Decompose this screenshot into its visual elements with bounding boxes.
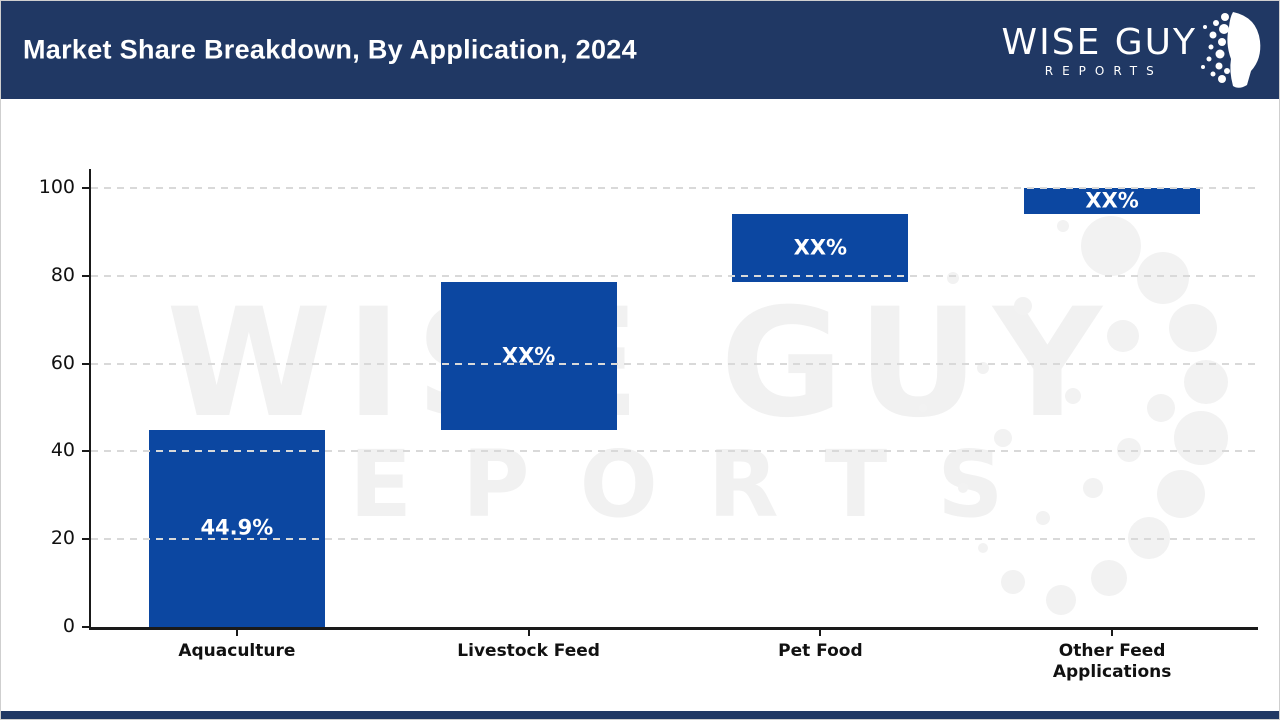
y-tick-mark [82,362,91,365]
bar-other-feed-applications: XX% [1024,188,1201,214]
logo-wordmark-text: WISE GUY [1001,22,1197,63]
x-tick-mark [1111,627,1114,636]
y-tick-mark [82,187,91,189]
bar-value-label: XX% [793,235,848,260]
x-tick-mark [235,627,238,636]
y-tick-label: 40 [50,439,75,462]
y-tick-label: 20 [50,527,75,550]
y-tick-mark [82,450,91,453]
bar-aquaculture: 44.9% [148,429,325,627]
plot-area: 0 20 40 60 80 100 44.9% Aquaculture XX% Livestock… [39,169,1258,682]
bar-value-label: XX% [1085,188,1139,213]
gridline [91,450,1258,453]
y-tick-mark [82,538,91,541]
logo-subtext: REPORTS [1044,64,1163,78]
x-category-label: Pet Food [778,641,863,661]
x-category-label: Other Feed Applications [1052,641,1172,683]
x-category-label: Aquaculture [178,641,296,661]
logo-wordmark: WISE GUY REPORTS [1002,22,1198,78]
footer-bar [1,711,1279,719]
watermark-subtext: REPORTS [228,431,1054,538]
wiseguy-logo: WISE GUY REPORTS [1002,9,1266,91]
x-category-label: Livestock Feed [457,641,600,661]
bar-pet-food: XX% [732,213,909,282]
gridline [91,274,1258,277]
y-tick-label: 0 [62,615,75,637]
logo-face-icon [1201,12,1261,88]
chart-title: Market Share Breakdown, By Application, … [23,34,637,65]
x-tick-mark [527,627,530,636]
bar-value-label: 44.9% [200,515,274,540]
gridline [91,187,1258,189]
y-tick-label: 80 [50,263,75,286]
gridline [91,362,1258,365]
x-tick-mark [819,627,822,636]
y-tick-label: 60 [50,351,75,374]
bar-value-label: XX% [501,343,556,368]
header-bar: Market Share Breakdown, By Application, … [1,1,1279,99]
y-tick-mark [82,274,91,277]
y-tick-mark [82,626,91,628]
bar-livestock-feed: XX% [440,281,617,430]
gridline [91,538,1258,541]
y-tick-label: 100 [38,176,75,198]
